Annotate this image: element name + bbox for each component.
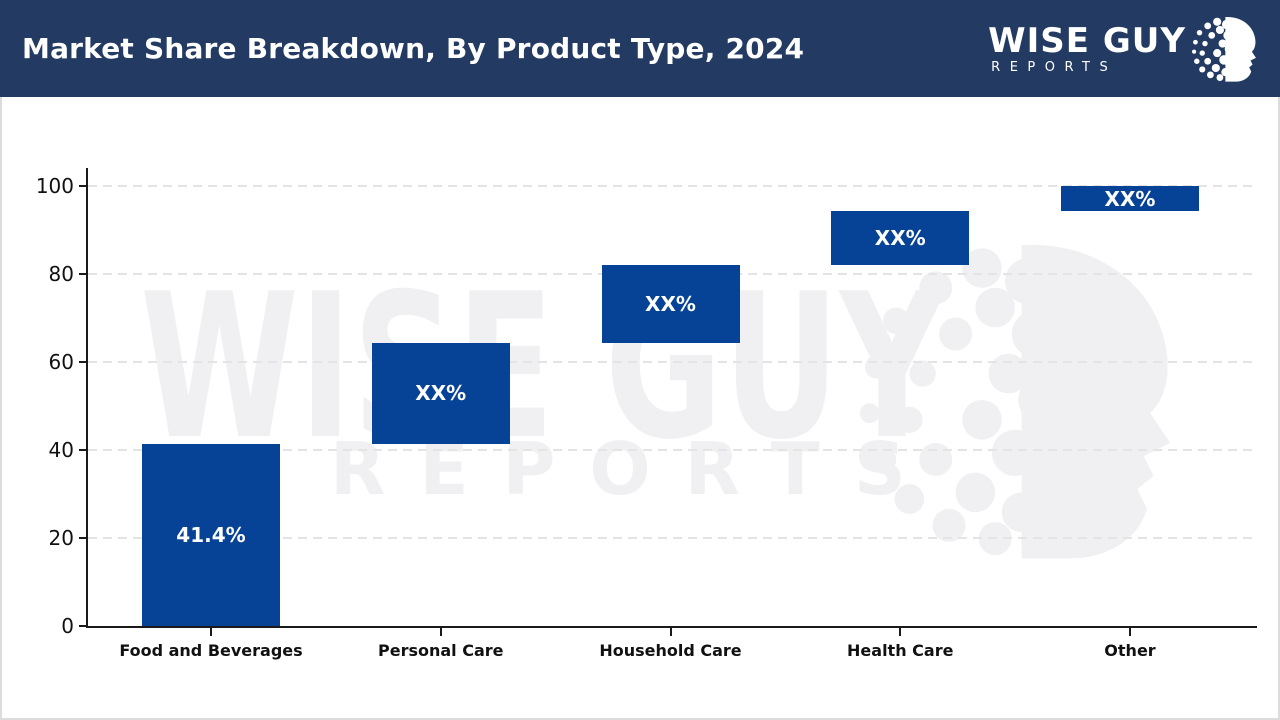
bar: 41.4% <box>142 443 280 626</box>
x-tick-mark <box>899 628 902 636</box>
gridline <box>88 537 1255 539</box>
bar-label: XX% <box>645 291 696 316</box>
x-category-label: Other <box>1104 641 1156 660</box>
y-tick-mark <box>79 625 88 627</box>
watermark-subtext: REPORTS <box>330 427 940 511</box>
wiseguy-logo: WISE GUY REPORTS <box>988 9 1258 89</box>
bar-label: XX% <box>1104 186 1156 211</box>
y-axis-line <box>86 168 88 628</box>
x-category-label: Health Care <box>847 641 954 660</box>
bar: XX% <box>1061 186 1199 212</box>
bar-label: XX% <box>874 225 926 250</box>
bar-label: XX% <box>415 381 467 406</box>
header-bar: Market Share Breakdown, By Product Type,… <box>0 0 1280 97</box>
y-tick-label: 80 <box>48 262 74 286</box>
x-tick-mark <box>669 628 672 636</box>
x-category-label: Personal Care <box>377 641 504 660</box>
y-tick-mark <box>79 273 88 275</box>
page-title: Market Share Breakdown, By Product Type,… <box>22 32 805 65</box>
gridline <box>88 185 1255 187</box>
x-category-label: Food and Beverages <box>119 641 303 660</box>
y-tick-label: 0 <box>61 614 74 638</box>
logo-wordmark: WISE GUY <box>988 20 1186 61</box>
x-category-label: Household Care <box>599 641 742 660</box>
bar-label: 41.4% <box>176 522 246 547</box>
x-tick-mark <box>210 628 212 636</box>
x-tick-mark <box>1129 628 1131 636</box>
y-tick-mark <box>79 537 88 539</box>
bar: XX% <box>601 264 740 344</box>
y-tick-label: 100 <box>35 174 74 198</box>
logo-subtext: REPORTS <box>991 59 1118 75</box>
wiseguy-head-icon <box>1190 9 1258 89</box>
y-tick-label: 20 <box>48 526 74 550</box>
bar: XX% <box>831 211 970 265</box>
y-tick-mark <box>79 449 88 451</box>
x-axis-line <box>86 626 1257 628</box>
watermark-wordmark: WISE GUY <box>140 251 945 484</box>
wiseguy-logo-text: WISE GUY REPORTS <box>988 24 1186 74</box>
gridline <box>88 449 1255 451</box>
x-tick-mark <box>439 628 442 636</box>
y-tick-label: 40 <box>48 438 74 462</box>
bar: XX% <box>371 343 510 444</box>
y-tick-label: 60 <box>48 350 74 374</box>
y-tick-mark <box>79 361 88 363</box>
gridline <box>88 361 1255 363</box>
y-tick-mark <box>79 185 88 187</box>
